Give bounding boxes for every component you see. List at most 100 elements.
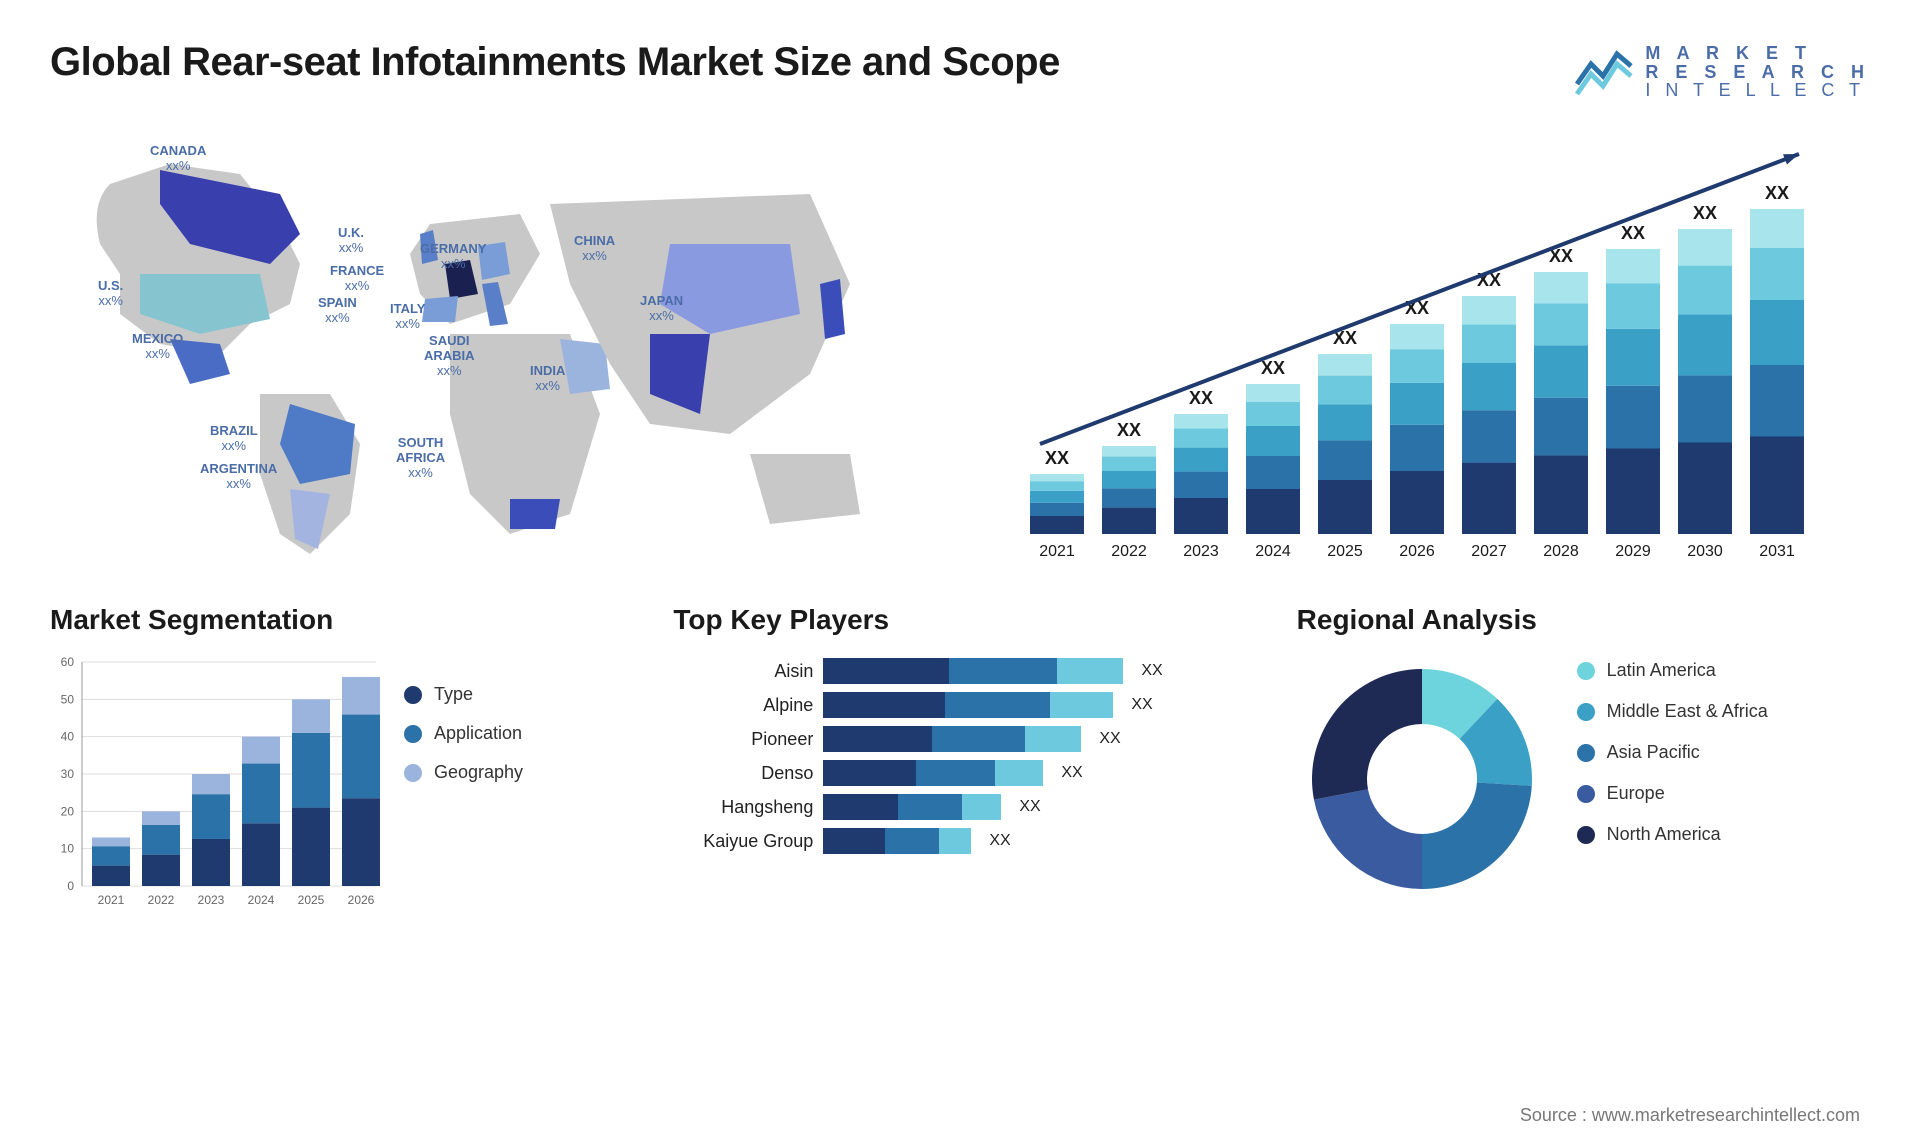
map-label-germany: GERMANYxx% [420, 242, 486, 272]
map-label-south_africa: SOUTHAFRICAxx% [396, 436, 445, 481]
legend-item: Asia Pacific [1577, 742, 1768, 763]
segmentation-panel: Market Segmentation 01020304050602021202… [50, 604, 623, 914]
player-row: Kaiyue Group XX [673, 828, 1246, 854]
legend-item: Europe [1577, 783, 1768, 804]
svg-text:2026: 2026 [348, 893, 375, 907]
logo-line2: R E S E A R C H [1645, 63, 1870, 82]
world-map-panel: CANADAxx% U.S.xx% MEXICOxx% BRAZILxx% ARGENT… [50, 134, 930, 564]
regional-donut [1297, 654, 1547, 904]
legend-item: Middle East & Africa [1577, 701, 1768, 722]
legend-swatch [404, 686, 422, 704]
player-name: Aisin [673, 661, 813, 682]
segmentation-legend: Type Application Geography [404, 654, 523, 783]
svg-text:XX: XX [1765, 183, 1789, 203]
regional-legend: Latin America Middle East & Africa Asia Pa… [1577, 654, 1768, 845]
regional-title: Regional Analysis [1297, 604, 1870, 636]
svg-text:XX: XX [1621, 223, 1645, 243]
main-bar-chart: XX2021XX2022XX2023XX2024XX2025XX2026XX20… [990, 134, 1870, 564]
svg-text:2023: 2023 [1183, 543, 1219, 560]
svg-text:2025: 2025 [1327, 543, 1363, 560]
player-bar [823, 794, 1001, 820]
segmentation-chart: 0102030405060202120222023202420252026 [50, 654, 380, 914]
source-line: Source : www.marketresearchintellect.com [1520, 1105, 1860, 1126]
legend-item: Geography [404, 762, 523, 783]
player-value: XX [1061, 764, 1082, 782]
map-region-south-africa [510, 499, 560, 529]
svg-text:2022: 2022 [1111, 543, 1147, 560]
legend-label: North America [1607, 824, 1721, 845]
legend-item: Application [404, 723, 523, 744]
map-label-china: CHINAxx% [574, 234, 615, 264]
player-bar [823, 658, 1123, 684]
legend-label: Application [434, 723, 522, 744]
map-label-mexico: MEXICOxx% [132, 332, 183, 362]
map-label-brazil: BRAZILxx% [210, 424, 258, 454]
svg-text:XX: XX [1045, 448, 1069, 468]
legend-item: Latin America [1577, 660, 1768, 681]
player-name: Alpine [673, 695, 813, 716]
svg-text:2024: 2024 [248, 893, 275, 907]
player-row: Aisin XX [673, 658, 1246, 684]
map-label-spain: SPAINxx% [318, 296, 357, 326]
map-label-us: U.S.xx% [98, 279, 123, 309]
player-value: XX [1099, 730, 1120, 748]
svg-text:2026: 2026 [1399, 543, 1435, 560]
map-region-spain [422, 296, 458, 322]
svg-text:20: 20 [61, 804, 75, 818]
player-bar [823, 726, 1081, 752]
svg-text:XX: XX [1261, 358, 1285, 378]
legend-label: Type [434, 684, 473, 705]
player-bar [823, 828, 971, 854]
legend-label: Asia Pacific [1607, 742, 1700, 763]
legend-swatch [404, 764, 422, 782]
legend-swatch [1577, 826, 1595, 844]
svg-text:XX: XX [1693, 203, 1717, 223]
map-label-france: FRANCExx% [330, 264, 384, 294]
svg-text:40: 40 [61, 730, 75, 744]
player-row: Hangsheng XX [673, 794, 1246, 820]
map-label-saudi: SAUDIARABIAxx% [424, 334, 475, 379]
brand-logo: M A R K E T R E S E A R C H I N T E L L … [1573, 40, 1870, 104]
player-value: XX [1019, 798, 1040, 816]
logo-line3: I N T E L L E C T [1645, 81, 1870, 100]
page-title: Global Rear-seat Infotainments Market Si… [50, 40, 1060, 85]
regional-panel: Regional Analysis Latin America Middle Ea… [1297, 604, 1870, 914]
map-label-canada: CANADAxx% [150, 144, 206, 174]
svg-text:2028: 2028 [1543, 543, 1579, 560]
legend-label: Latin America [1607, 660, 1716, 681]
players-panel: Top Key Players AisinXXAlpineXXPioneerXX… [673, 604, 1246, 914]
legend-swatch [1577, 744, 1595, 762]
player-row: PioneerXX [673, 726, 1246, 752]
map-label-argentina: ARGENTINAxx% [200, 462, 277, 492]
legend-label: Middle East & Africa [1607, 701, 1768, 722]
segmentation-title: Market Segmentation [50, 604, 623, 636]
player-value: XX [1141, 662, 1162, 680]
map-label-uk: U.K.xx% [338, 226, 364, 256]
legend-swatch [404, 725, 422, 743]
svg-text:2022: 2022 [148, 893, 175, 907]
svg-text:2029: 2029 [1615, 543, 1651, 560]
player-row: AlpineXX [673, 692, 1246, 718]
logo-icon [1573, 40, 1633, 104]
legend-swatch [1577, 662, 1595, 680]
player-row: Denso XX [673, 760, 1246, 786]
player-bar [823, 760, 1043, 786]
map-label-india: INDIAxx% [530, 364, 565, 394]
svg-text:2027: 2027 [1471, 543, 1507, 560]
map-label-japan: JAPANxx% [640, 294, 683, 324]
donut-slice [1314, 789, 1422, 889]
svg-text:XX: XX [1117, 420, 1141, 440]
svg-text:30: 30 [61, 767, 75, 781]
map-label-italy: ITALYxx% [390, 302, 425, 332]
player-value: XX [989, 832, 1010, 850]
logo-line1: M A R K E T [1645, 44, 1870, 63]
player-name: Kaiyue Group [673, 831, 813, 852]
svg-text:2031: 2031 [1759, 543, 1795, 560]
player-name: Hangsheng [673, 797, 813, 818]
legend-label: Europe [1607, 783, 1665, 804]
svg-text:2021: 2021 [98, 893, 125, 907]
svg-text:0: 0 [67, 879, 74, 893]
player-name: Denso [673, 763, 813, 784]
svg-text:50: 50 [61, 692, 75, 706]
svg-text:10: 10 [61, 842, 75, 856]
